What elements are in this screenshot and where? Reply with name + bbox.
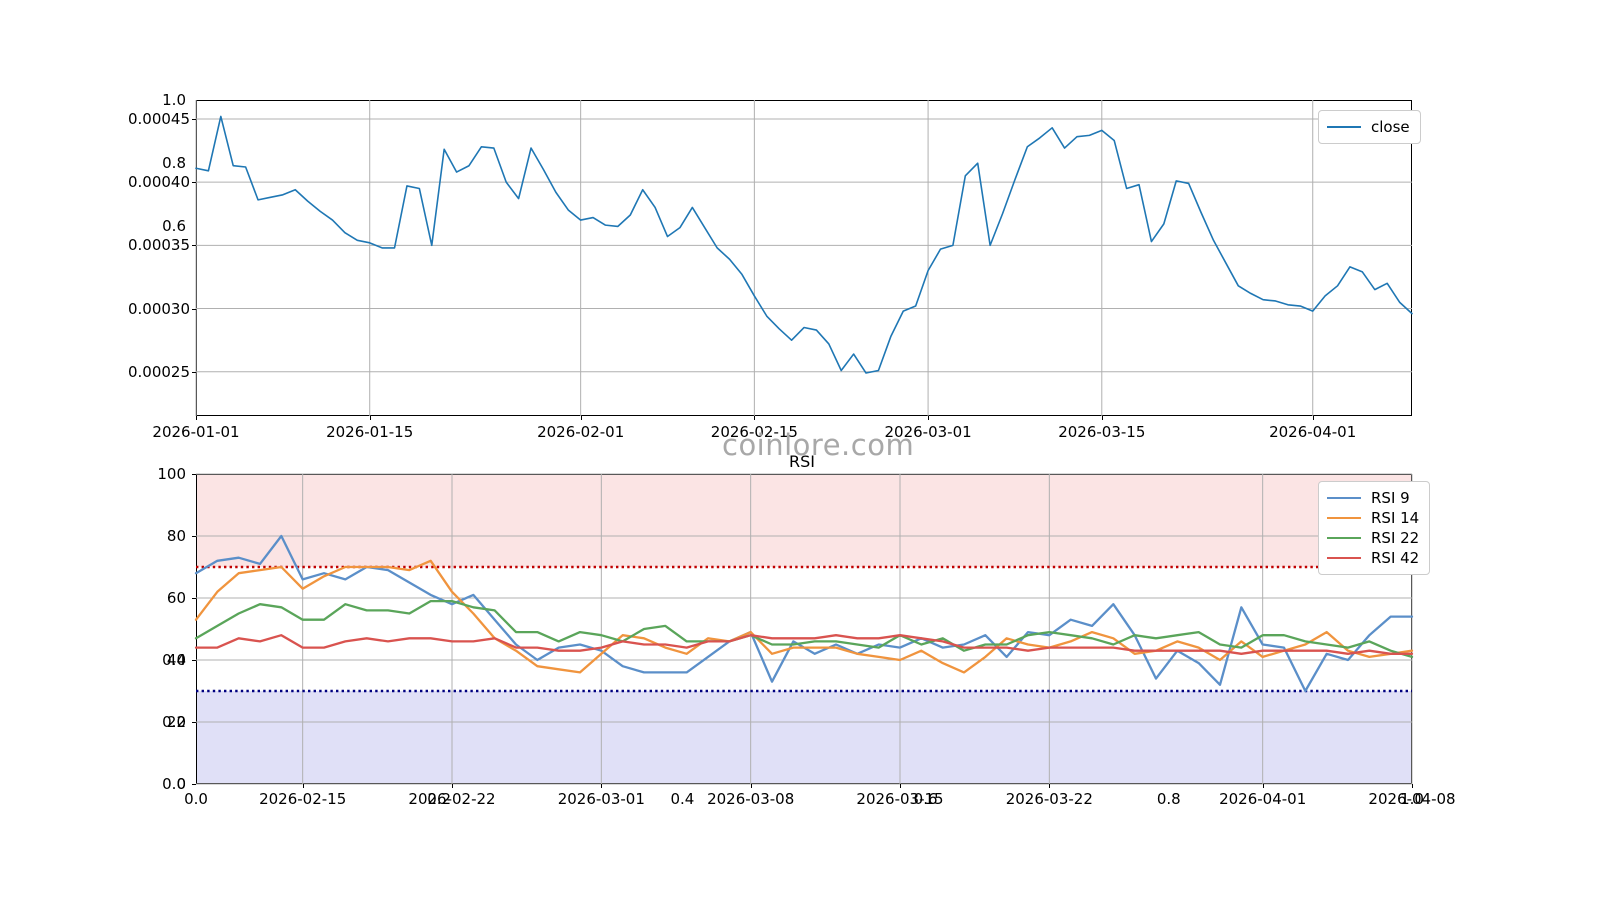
legend-label-rsi-14: RSI 14 (1371, 509, 1420, 527)
price-x-tickmark (1101, 416, 1103, 420)
rsi-y-tickmark (192, 536, 196, 537)
price-y-tick-label: 0.00040 (127, 173, 190, 192)
overbought-band (196, 474, 1412, 567)
rsi-x-tickmark (1262, 784, 1264, 788)
rsi-x-tickmark (601, 784, 603, 788)
price-x-tick-label: 2026-01-15 (326, 423, 414, 441)
legend-swatch-rsi-14 (1327, 517, 1361, 519)
rsi-y-tickmark (192, 722, 196, 723)
rsi-y-tickmark (192, 474, 196, 475)
legend-swatch-close (1327, 126, 1361, 128)
rsi-x-tick-label: 2026-03-08 (707, 790, 795, 808)
price-y-overlay-label: 0.8 (162, 154, 186, 173)
rsi-y-tick-label: 40 (166, 651, 186, 669)
rsi-x-tick-label: 2026-04-01 (1219, 790, 1307, 808)
legend-swatch-rsi-22 (1327, 537, 1361, 539)
rsi-y-tick-label: 60 (166, 589, 186, 607)
price-x-tick-label: 2026-03-01 (884, 423, 972, 441)
rsi-x-overlay-label: 0.6 (913, 790, 938, 808)
price-x-tick-label: 2026-02-01 (537, 423, 625, 441)
legend-label-rsi-22: RSI 22 (1371, 529, 1420, 547)
price-x-tickmark (754, 416, 756, 420)
rsi-y-tick-label: 100 (157, 465, 186, 483)
price-x-tickmark (1312, 416, 1314, 420)
rsi-y-tickmark (192, 660, 196, 661)
legend-label-close: close (1371, 118, 1410, 136)
watermark: coinlore.com (722, 428, 915, 462)
rsi-x-overlay-label: 1.0 (1400, 790, 1424, 808)
rsi-y-overlay-label: 0.2 (162, 713, 186, 731)
rsi-x-tick-label: 2026-02-15 (259, 790, 347, 808)
legend-item-rsi-22[interactable]: RSI 22 (1327, 528, 1419, 548)
price-x-tickmark (928, 416, 930, 420)
rsi-y-overlay-label: 0.4 (162, 651, 186, 669)
legend-item-rsi-14[interactable]: RSI 14 (1327, 508, 1419, 528)
rsi-x-overlay-label: 0.8 (1156, 790, 1181, 808)
rsi-y-tick-label: 80 (166, 527, 186, 545)
price-y-overlay-label: 1.0 (162, 91, 186, 109)
legend-item-rsi-9[interactable]: RSI 9 (1327, 488, 1419, 508)
rsi-x-tick-label: 2026-03-01 (557, 790, 645, 808)
rsi-x-tick-label: 2026-02-22 (408, 790, 496, 808)
rsi-y-overlay-label: 0.0 (162, 775, 186, 793)
rsi-x-overlay-label: 0.2 (427, 790, 452, 808)
rsi-x-tickmark (900, 784, 901, 788)
price-y-tick-label: 0.00025 (127, 362, 190, 381)
rsi-x-tick-label: 2026-04-08 (1368, 790, 1456, 808)
rsi-y-tickmark (192, 784, 196, 785)
rsi-y-tickmark (192, 598, 196, 599)
price-x-tickmark (580, 416, 582, 420)
price-y-tickmark (192, 245, 196, 247)
rsi-y-tick-label: 20 (166, 713, 186, 731)
legend-swatch-rsi-9 (1327, 497, 1361, 499)
price-y-overlay-label: 0.6 (162, 217, 186, 236)
rsi-y-tick-label: 0 (176, 775, 186, 793)
legend-label-rsi-42: RSI 42 (1371, 549, 1420, 567)
legend-label-rsi-9: RSI 9 (1371, 489, 1410, 507)
legend-item-close[interactable]: close (1327, 117, 1410, 137)
price-x-tick-label: 2026-02-15 (710, 423, 798, 441)
price-y-tickmark (192, 308, 196, 310)
legend-item-rsi-42[interactable]: RSI 42 (1327, 548, 1419, 568)
rsi-subtitle: RSI (789, 452, 815, 471)
price-y-tick-label: 0.00035 (127, 236, 190, 255)
price-y-tick-label: 0.00030 (127, 299, 190, 318)
rsi-legend[interactable]: RSI 9 RSI 14 RSI 22 RSI 42 (1318, 481, 1431, 575)
rsi-x-tick-label: 2026-03-22 (1005, 790, 1093, 808)
legend-swatch-rsi-42 (1327, 557, 1361, 559)
price-y-tick-label: 0.00045 (127, 110, 190, 128)
price-y-tickmark (192, 182, 196, 184)
rsi-x-overlay-label: 0.4 (670, 790, 695, 808)
oversold-band (196, 691, 1412, 784)
price-legend[interactable]: close (1318, 110, 1421, 144)
rsi-x-tickmark (750, 784, 752, 788)
rsi-x-tickmark (1412, 784, 1413, 788)
price-y-tickmark (192, 119, 196, 120)
price-x-tick-label: 2026-01-01 (152, 423, 240, 441)
price-x-tickmark (369, 416, 371, 420)
price-x-tick-label: 2026-04-01 (1269, 423, 1357, 441)
rsi-x-tickmark (1049, 784, 1051, 788)
price-x-tick-label: 2026-03-15 (1058, 423, 1146, 441)
rsi-x-tickmark (302, 784, 304, 788)
rsi-x-tickmark (452, 784, 453, 788)
price-y-tickmark (192, 371, 196, 373)
rsi-x-overlay-label: 0.0 (184, 790, 208, 808)
rsi-x-tick-label: 2026-03-15 (856, 790, 944, 808)
price-x-tickmark (196, 416, 197, 420)
